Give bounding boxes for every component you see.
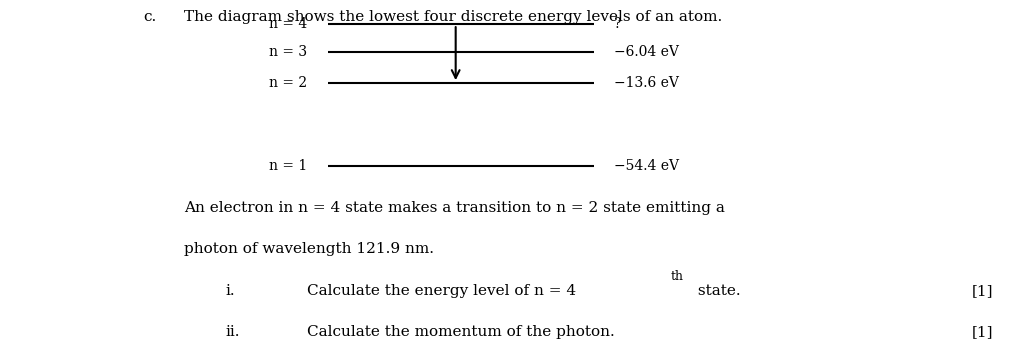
Text: photon of wavelength 121.9 nm.: photon of wavelength 121.9 nm. — [184, 242, 434, 256]
Text: An electron in n = 4 state makes a transition to n = 2 state emitting a: An electron in n = 4 state makes a trans… — [184, 201, 725, 215]
Text: −13.6 eV: −13.6 eV — [614, 76, 679, 90]
Text: The diagram shows the lowest four discrete energy levels of an atom.: The diagram shows the lowest four discre… — [184, 10, 723, 24]
Text: [1]: [1] — [972, 284, 993, 298]
Text: n = 1: n = 1 — [269, 159, 307, 173]
Text: n = 3: n = 3 — [269, 45, 307, 59]
Text: ?: ? — [614, 17, 622, 31]
Text: [1]: [1] — [972, 325, 993, 339]
Text: i.: i. — [225, 284, 234, 298]
Text: n = 4: n = 4 — [269, 17, 307, 31]
Text: th: th — [671, 270, 684, 283]
Text: ii.: ii. — [225, 325, 240, 339]
Text: n = 2: n = 2 — [269, 76, 307, 90]
Text: −6.04 eV: −6.04 eV — [614, 45, 679, 59]
Text: Calculate the momentum of the photon.: Calculate the momentum of the photon. — [307, 325, 615, 339]
Text: −54.4 eV: −54.4 eV — [614, 159, 679, 173]
Text: Calculate the energy level of n = 4: Calculate the energy level of n = 4 — [307, 284, 577, 298]
Text: c.: c. — [143, 10, 157, 24]
Text: state.: state. — [693, 284, 741, 298]
